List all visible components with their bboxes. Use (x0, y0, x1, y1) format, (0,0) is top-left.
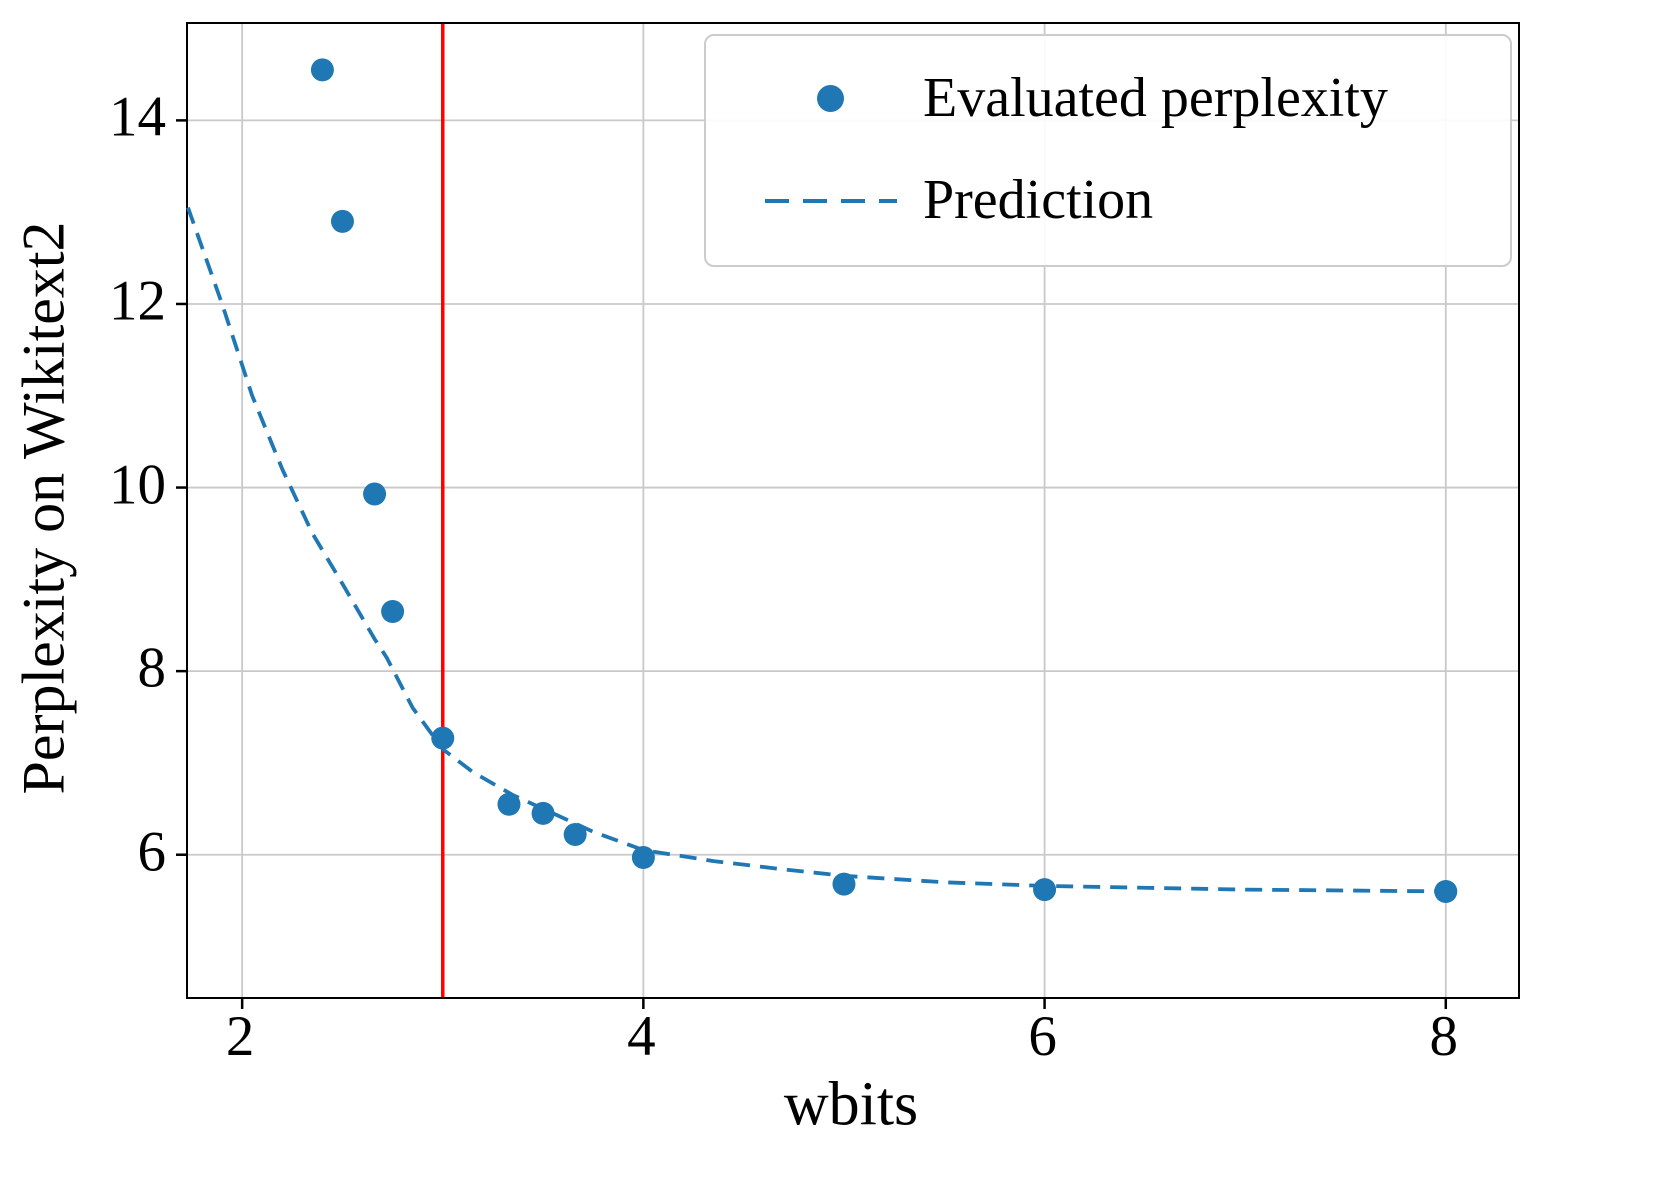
y-tick-label: 12 (109, 269, 166, 333)
x-tick-label: 8 (1429, 1005, 1459, 1068)
legend-label-evaluated-perplexity: Evaluated perplexity (923, 67, 1388, 129)
x-tick-label: 2 (225, 1005, 255, 1068)
scatter-point (431, 726, 455, 750)
scatter-point (531, 801, 555, 825)
scatter-point (832, 872, 856, 896)
scatter-point (1033, 878, 1057, 902)
x-tick-label: 6 (1028, 1005, 1057, 1068)
scatter-point (563, 823, 587, 847)
scatter-point (631, 845, 655, 869)
scatter-point (497, 792, 521, 816)
scatter-point (310, 58, 334, 82)
legend-entry-prediction: Prediction (738, 168, 1468, 232)
y-tick-label: 8 (137, 636, 167, 700)
scatter-dot-marker-icon (817, 84, 844, 112)
x-axis-label: wbits (783, 1070, 919, 1139)
legend-marker-cell (738, 84, 923, 112)
scatter-point (363, 482, 387, 506)
y-tick-label: 14 (109, 86, 166, 150)
scatter-point (381, 599, 405, 623)
plot-canvas (176, 24, 1518, 1009)
legend-entry-evaluated-perplexity: Evaluated perplexity (738, 66, 1468, 130)
scatter-point (1434, 879, 1458, 903)
legend-marker-cell (738, 198, 923, 203)
legend: Evaluated perplexity Prediction (704, 34, 1512, 267)
legend-label-prediction: Prediction (923, 169, 1154, 232)
x-tick-label: 4 (627, 1005, 656, 1068)
scatter-point (330, 209, 354, 233)
prediction-dashed-line (186, 206, 1446, 894)
y-tick-label: 10 (109, 453, 166, 517)
plot-area: Evaluated perplexity Prediction (176, 22, 1520, 1009)
dashed-line-marker-icon (764, 198, 897, 203)
y-tick-label: 6 (137, 820, 167, 884)
